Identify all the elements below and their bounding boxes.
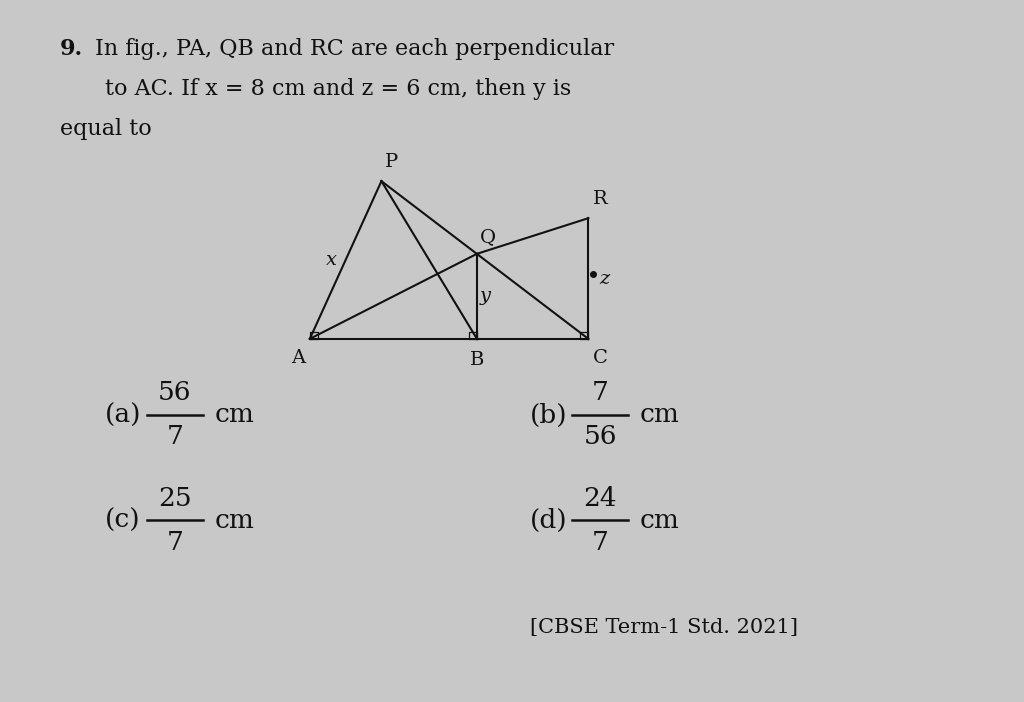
Text: x: x xyxy=(326,251,337,269)
Text: R: R xyxy=(593,190,608,208)
Text: 24: 24 xyxy=(584,486,616,510)
Text: equal to: equal to xyxy=(60,118,152,140)
Text: Q: Q xyxy=(480,228,496,246)
Text: (a): (a) xyxy=(105,402,141,428)
Text: 25: 25 xyxy=(158,486,191,510)
Text: 7: 7 xyxy=(167,425,183,449)
Text: B: B xyxy=(470,351,484,369)
Text: In fig., PA, QB and RC are each perpendicular: In fig., PA, QB and RC are each perpendi… xyxy=(95,38,614,60)
Text: 7: 7 xyxy=(592,380,608,406)
Text: 9.: 9. xyxy=(60,38,83,60)
Text: P: P xyxy=(385,153,398,171)
Text: cm: cm xyxy=(215,508,255,533)
Text: 7: 7 xyxy=(167,529,183,555)
Text: cm: cm xyxy=(215,402,255,428)
Text: y: y xyxy=(479,287,490,305)
Text: cm: cm xyxy=(640,508,680,533)
Text: cm: cm xyxy=(640,402,680,428)
Text: (c): (c) xyxy=(105,508,140,533)
Text: 7: 7 xyxy=(592,529,608,555)
Text: (b): (b) xyxy=(530,402,567,428)
Text: 56: 56 xyxy=(584,425,616,449)
Text: (d): (d) xyxy=(530,508,567,533)
Text: C: C xyxy=(593,349,608,367)
Text: 56: 56 xyxy=(159,380,191,406)
Text: A: A xyxy=(291,349,305,367)
Text: to AC. If x = 8 cm and z = 6 cm, then y is: to AC. If x = 8 cm and z = 6 cm, then y … xyxy=(105,78,571,100)
Text: [CBSE Term-1 Std. 2021]: [CBSE Term-1 Std. 2021] xyxy=(530,618,798,637)
Text: z: z xyxy=(599,270,609,288)
